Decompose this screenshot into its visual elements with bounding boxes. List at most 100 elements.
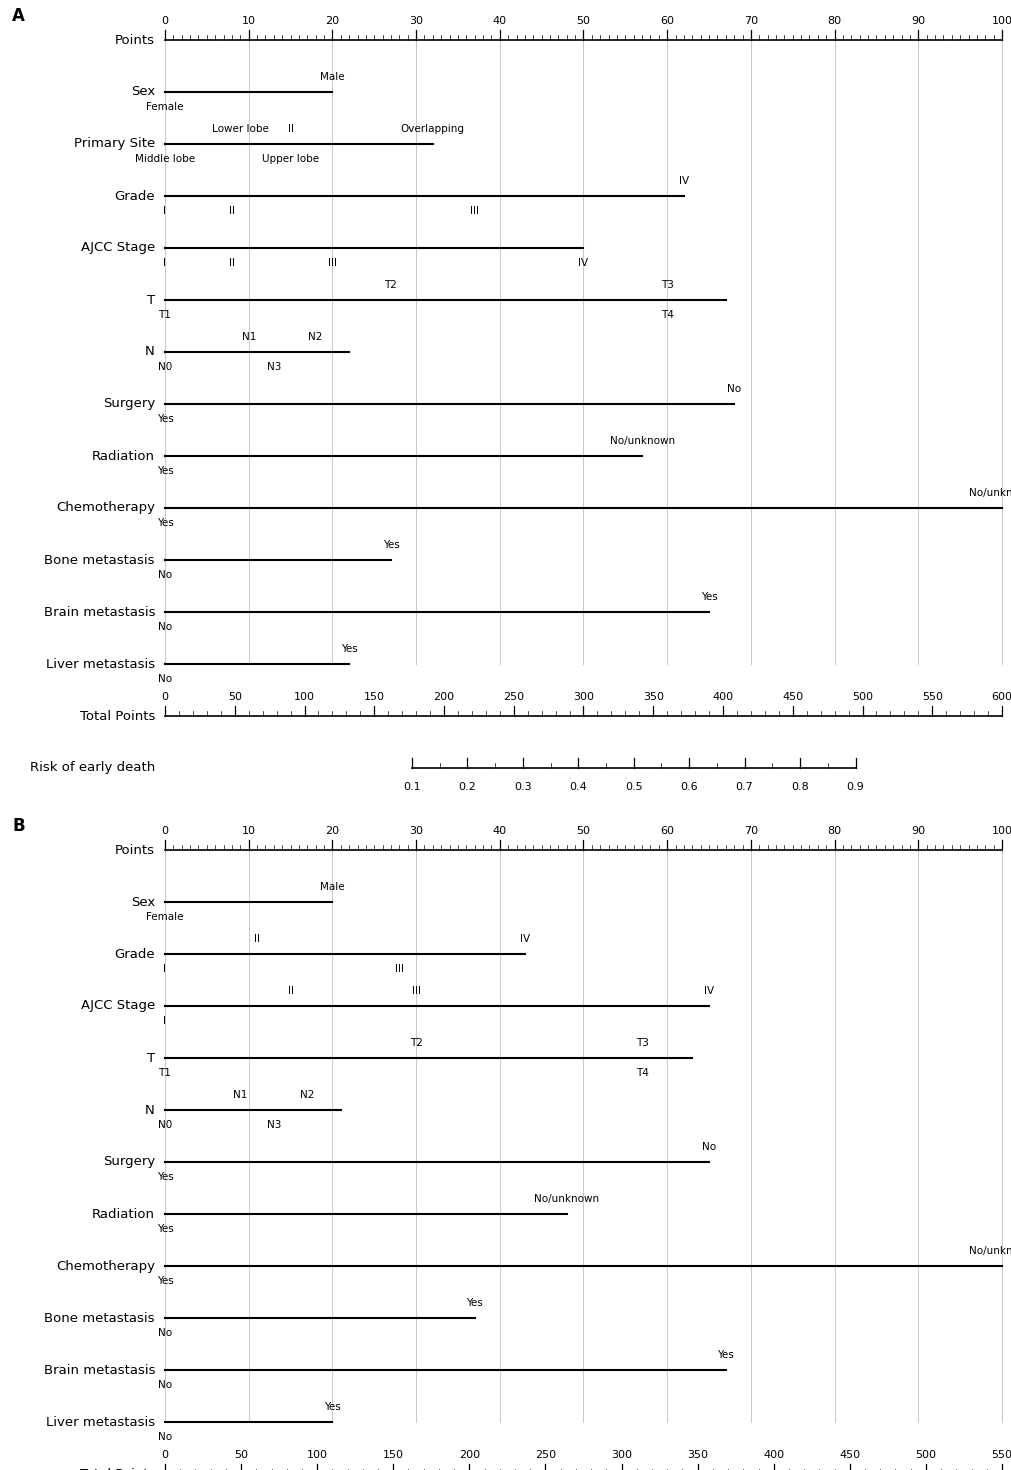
Text: N3: N3 bbox=[266, 1120, 281, 1130]
Text: 600: 600 bbox=[991, 692, 1011, 703]
Text: 0.5: 0.5 bbox=[624, 782, 642, 792]
Text: No: No bbox=[158, 622, 172, 632]
Text: 50: 50 bbox=[576, 826, 589, 836]
Text: Radiation: Radiation bbox=[92, 450, 155, 463]
Text: Grade: Grade bbox=[114, 190, 155, 203]
Text: 90: 90 bbox=[910, 16, 924, 26]
Text: 50: 50 bbox=[227, 692, 242, 703]
Text: 0.9: 0.9 bbox=[846, 782, 863, 792]
Text: 70: 70 bbox=[743, 16, 757, 26]
Text: 30: 30 bbox=[408, 826, 423, 836]
Text: 450: 450 bbox=[782, 692, 803, 703]
Text: 100: 100 bbox=[991, 826, 1011, 836]
Text: N1: N1 bbox=[233, 1089, 248, 1100]
Text: T3: T3 bbox=[635, 1038, 648, 1048]
Text: Total Points: Total Points bbox=[80, 710, 155, 722]
Text: 550: 550 bbox=[921, 692, 942, 703]
Text: IV: IV bbox=[678, 176, 688, 187]
Text: 0.2: 0.2 bbox=[458, 782, 476, 792]
Text: Radiation: Radiation bbox=[92, 1207, 155, 1220]
Text: Points: Points bbox=[115, 34, 155, 47]
Text: 0: 0 bbox=[162, 1449, 169, 1460]
Text: Lower lobe: Lower lobe bbox=[211, 123, 269, 134]
Text: No/unknown: No/unknown bbox=[969, 488, 1011, 498]
Text: 400: 400 bbox=[762, 1449, 784, 1460]
Text: I: I bbox=[164, 964, 167, 975]
Text: 90: 90 bbox=[910, 826, 924, 836]
Text: Upper lobe: Upper lobe bbox=[262, 154, 318, 165]
Text: Yes: Yes bbox=[341, 644, 357, 654]
Text: 50: 50 bbox=[234, 1449, 248, 1460]
Text: Yes: Yes bbox=[700, 592, 717, 603]
Text: Liver metastasis: Liver metastasis bbox=[45, 657, 155, 670]
Text: Yes: Yes bbox=[157, 1172, 173, 1182]
Text: T2: T2 bbox=[384, 279, 397, 290]
Text: Sex: Sex bbox=[130, 895, 155, 908]
Text: 0.7: 0.7 bbox=[735, 782, 753, 792]
Text: T2: T2 bbox=[409, 1038, 423, 1048]
Text: N2: N2 bbox=[308, 332, 323, 343]
Text: Female: Female bbox=[147, 101, 184, 112]
Text: Brain metastasis: Brain metastasis bbox=[43, 1364, 155, 1376]
Text: No: No bbox=[702, 1142, 716, 1152]
Text: 60: 60 bbox=[659, 16, 673, 26]
Text: 300: 300 bbox=[611, 1449, 632, 1460]
Text: Surgery: Surgery bbox=[103, 1155, 155, 1169]
Text: Total Points: Total Points bbox=[80, 1467, 155, 1470]
Text: 0.8: 0.8 bbox=[791, 782, 808, 792]
Text: II: II bbox=[287, 123, 293, 134]
Text: 200: 200 bbox=[433, 692, 454, 703]
Text: IV: IV bbox=[704, 986, 714, 997]
Text: T3: T3 bbox=[660, 279, 673, 290]
Text: 0: 0 bbox=[162, 826, 169, 836]
Text: 100: 100 bbox=[991, 16, 1011, 26]
Text: N: N bbox=[146, 1104, 155, 1117]
Text: No/unknown: No/unknown bbox=[534, 1194, 599, 1204]
Text: AJCC Stage: AJCC Stage bbox=[81, 1000, 155, 1013]
Text: T1: T1 bbox=[159, 1069, 171, 1078]
Text: AJCC Stage: AJCC Stage bbox=[81, 241, 155, 254]
Text: 80: 80 bbox=[827, 826, 841, 836]
Text: 0: 0 bbox=[162, 692, 169, 703]
Text: II: II bbox=[287, 986, 293, 997]
Text: N: N bbox=[146, 345, 155, 359]
Text: 550: 550 bbox=[991, 1449, 1011, 1460]
Text: 500: 500 bbox=[851, 692, 872, 703]
Text: III: III bbox=[411, 986, 421, 997]
Text: Yes: Yes bbox=[717, 1349, 733, 1360]
Text: 350: 350 bbox=[686, 1449, 708, 1460]
Text: B: B bbox=[12, 817, 24, 835]
Text: No: No bbox=[726, 384, 740, 394]
Text: 20: 20 bbox=[325, 826, 339, 836]
Text: No/unknown: No/unknown bbox=[609, 437, 674, 445]
Text: Yes: Yes bbox=[157, 466, 173, 476]
Text: 300: 300 bbox=[572, 692, 593, 703]
Text: 200: 200 bbox=[458, 1449, 479, 1460]
Text: 30: 30 bbox=[408, 16, 423, 26]
Text: No: No bbox=[158, 1380, 172, 1391]
Text: Middle lobe: Middle lobe bbox=[134, 154, 195, 165]
Text: I: I bbox=[164, 206, 167, 216]
Text: T4: T4 bbox=[635, 1069, 648, 1078]
Text: 500: 500 bbox=[915, 1449, 935, 1460]
Text: 350: 350 bbox=[642, 692, 663, 703]
Text: Overlapping: Overlapping bbox=[400, 123, 464, 134]
Text: 100: 100 bbox=[306, 1449, 328, 1460]
Text: 0.1: 0.1 bbox=[402, 782, 421, 792]
Text: T: T bbox=[147, 294, 155, 307]
Text: Surgery: Surgery bbox=[103, 397, 155, 410]
Text: II: II bbox=[254, 933, 260, 944]
Text: No/unknown: No/unknown bbox=[969, 1247, 1011, 1255]
Text: T4: T4 bbox=[660, 310, 673, 320]
Text: 150: 150 bbox=[382, 1449, 403, 1460]
Text: N3: N3 bbox=[266, 362, 281, 372]
Text: 450: 450 bbox=[838, 1449, 859, 1460]
Text: N1: N1 bbox=[242, 332, 256, 343]
Text: II: II bbox=[228, 206, 235, 216]
Text: 0.4: 0.4 bbox=[569, 782, 586, 792]
Text: Chemotherapy: Chemotherapy bbox=[56, 1260, 155, 1273]
Text: Yes: Yes bbox=[157, 517, 173, 528]
Text: Male: Male bbox=[319, 72, 345, 82]
Text: I: I bbox=[164, 1016, 167, 1026]
Text: Yes: Yes bbox=[466, 1298, 482, 1308]
